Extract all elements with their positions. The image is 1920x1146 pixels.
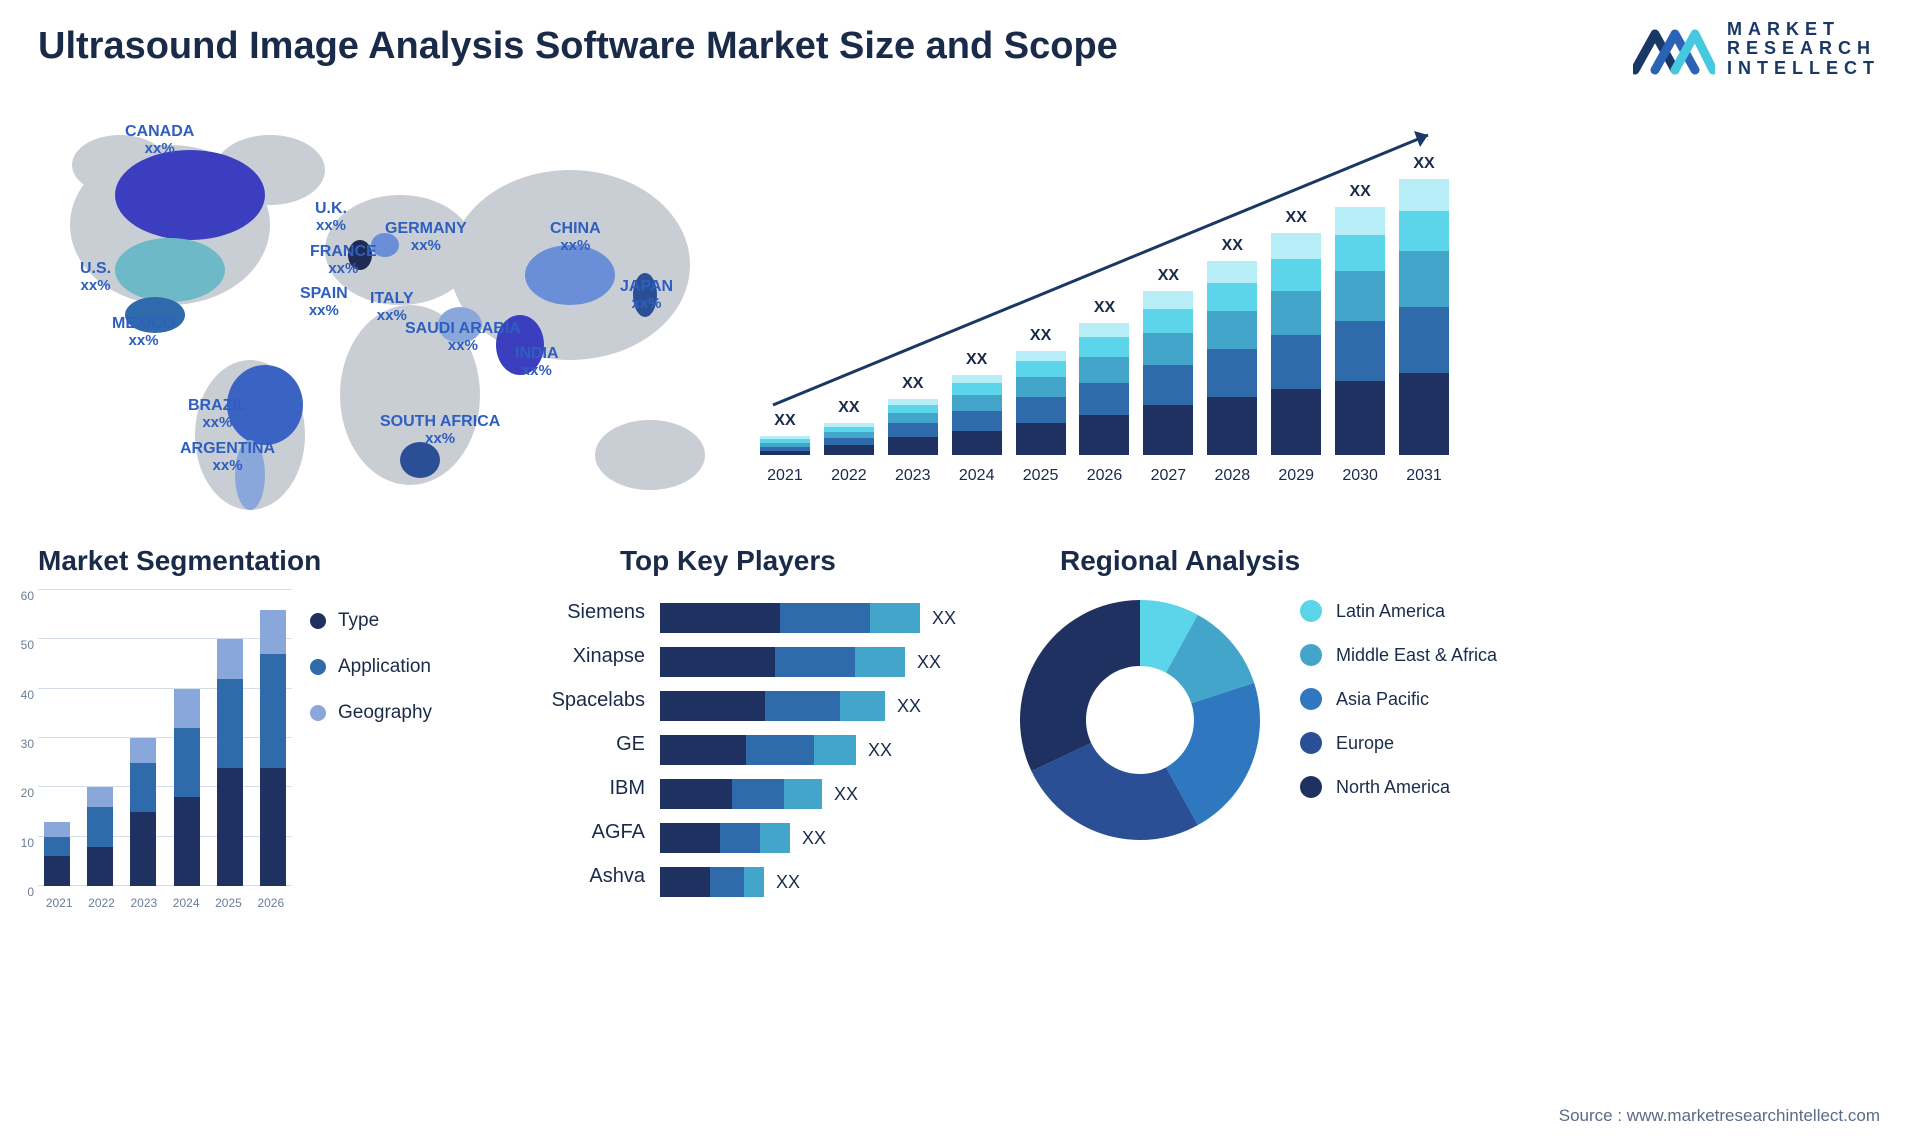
regional-legend-north-america: North America xyxy=(1300,776,1497,798)
map-label-mexico: MEXICOxx% xyxy=(112,315,175,349)
top-player-bar-ibm: XX xyxy=(660,772,970,816)
regional-legend: Latin America Middle East & Africa Asia Pa… xyxy=(1300,600,1497,820)
top-player-ge: GE xyxy=(505,722,645,766)
map-label-china: CHINAxx% xyxy=(550,220,601,254)
top-key-players-title: Top Key Players xyxy=(620,545,836,577)
regional-legend-middle-east-africa: Middle East & Africa xyxy=(1300,644,1497,666)
segmentation-bar-2024 xyxy=(168,689,205,886)
regional-analysis-title: Regional Analysis xyxy=(1060,545,1300,577)
map-label-saudi-arabia: SAUDI ARABIAxx% xyxy=(405,320,521,354)
growth-bar-2029: XX xyxy=(1269,209,1323,455)
segmentation-bar-2023 xyxy=(125,738,162,886)
source-citation: Source : www.marketresearchintellect.com xyxy=(1559,1106,1880,1126)
map-label-italy: ITALYxx% xyxy=(370,290,414,324)
growth-bar-2028: XX xyxy=(1205,237,1259,455)
map-label-u-s-: U.S.xx% xyxy=(80,260,111,294)
map-label-france: FRANCExx% xyxy=(310,243,377,277)
segmentation-legend-application: Application xyxy=(310,656,432,678)
map-label-canada: CANADAxx% xyxy=(125,123,194,157)
growth-bar-chart: XXXXXXXXXXXXXXXXXXXXXX 20212022202320242… xyxy=(758,105,1451,485)
regional-legend-latin-america: Latin America xyxy=(1300,600,1497,622)
growth-bar-2022: XX xyxy=(822,399,876,455)
logo-mark-icon xyxy=(1633,20,1715,78)
segmentation-legend: Type Application Geography xyxy=(310,610,432,748)
growth-bar-2021: XX xyxy=(758,412,812,455)
market-segmentation-title: Market Segmentation xyxy=(38,545,321,577)
top-player-bar-spacelabs: XX xyxy=(660,684,970,728)
map-label-india: INDIAxx% xyxy=(515,345,559,379)
page-title: Ultrasound Image Analysis Software Marke… xyxy=(38,25,1118,68)
top-player-ibm: IBM xyxy=(505,766,645,810)
map-label-south-africa: SOUTH AFRICAxx% xyxy=(380,413,500,447)
growth-bar-2023: XX xyxy=(886,375,940,455)
segmentation-chart: 0102030405060 202120222023202420252026 xyxy=(12,590,292,910)
top-player-bar-siemens: XX xyxy=(660,596,970,640)
segmentation-bar-2026 xyxy=(255,610,292,886)
growth-bar-2027: XX xyxy=(1141,267,1195,455)
growth-bar-2031: XX xyxy=(1397,155,1451,455)
growth-bar-2026: XX xyxy=(1078,299,1132,455)
segmentation-bar-2025 xyxy=(211,639,248,886)
logo-text: MARKET RESEARCH INTELLECT xyxy=(1727,20,1880,78)
segmentation-legend-type: Type xyxy=(310,610,432,632)
top-player-agfa: AGFA xyxy=(505,810,645,854)
segmentation-bar-2021 xyxy=(38,822,75,886)
map-label-germany: GERMANYxx% xyxy=(385,220,467,254)
brand-logo: MARKET RESEARCH INTELLECT xyxy=(1633,20,1880,78)
map-label-japan: JAPANxx% xyxy=(620,278,673,312)
top-players-names: SiemensXinapseSpacelabsGEIBMAGFAAshva xyxy=(505,590,645,898)
top-player-xinapse: Xinapse xyxy=(505,634,645,678)
top-player-siemens: Siemens xyxy=(505,590,645,634)
top-player-bar-agfa: XX xyxy=(660,816,970,860)
top-player-bar-xinapse: XX xyxy=(660,640,970,684)
growth-bar-2025: XX xyxy=(1014,327,1068,455)
donut-slice-north-america xyxy=(1020,600,1140,771)
map-label-argentina: ARGENTINAxx% xyxy=(180,440,275,474)
map-label-u-k-: U.K.xx% xyxy=(315,200,347,234)
map-label-brazil: BRAZILxx% xyxy=(188,397,247,431)
top-player-spacelabs: Spacelabs xyxy=(505,678,645,722)
top-player-bar-ge: XX xyxy=(660,728,970,772)
world-map: CANADAxx% U.S.xx%MEXICOxx% BRAZILxx% ARGENT… xyxy=(40,105,740,520)
regional-donut-chart xyxy=(1000,580,1280,860)
top-player-bar-ashva: XX xyxy=(660,860,970,904)
segmentation-legend-geography: Geography xyxy=(310,702,432,724)
regional-legend-asia-pacific: Asia Pacific xyxy=(1300,688,1497,710)
top-player-ashva: Ashva xyxy=(505,854,645,898)
regional-legend-europe: Europe xyxy=(1300,732,1497,754)
growth-bar-2030: XX xyxy=(1333,183,1387,455)
top-players-bars: XXXXXXXXXXXXXX xyxy=(660,596,970,904)
growth-bar-2024: XX xyxy=(950,351,1004,455)
segmentation-bar-2022 xyxy=(81,787,118,886)
map-label-spain: SPAINxx% xyxy=(300,285,348,319)
